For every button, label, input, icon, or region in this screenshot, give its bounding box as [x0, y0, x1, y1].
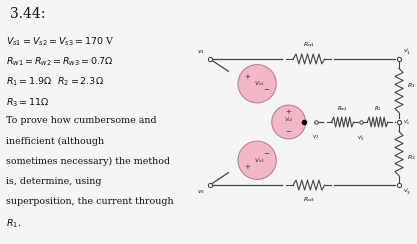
Text: +: + [245, 74, 251, 80]
Circle shape [272, 105, 306, 139]
Text: $v_1'$: $v_1'$ [404, 47, 412, 57]
Text: $R_1$: $R_1$ [407, 81, 416, 91]
Text: is, determine, using: is, determine, using [6, 177, 102, 186]
Text: inefficient (although: inefficient (although [6, 137, 104, 146]
Text: $v_2$: $v_2$ [312, 133, 319, 141]
Text: +: + [245, 164, 251, 170]
Text: 3.44:: 3.44: [10, 7, 45, 21]
Text: $R_{w2}$: $R_{w2}$ [337, 104, 348, 113]
Text: $V_{s1} = V_{s2} = V_{s3} = 170$ V: $V_{s1} = V_{s2} = V_{s3} = 170$ V [6, 35, 115, 48]
Text: $v_3'$: $v_3'$ [404, 187, 412, 197]
Text: $R_{w3}$: $R_{w3}$ [303, 195, 315, 204]
Text: $R_{w1}$: $R_{w1}$ [303, 40, 315, 49]
Text: $V_{s2}$: $V_{s2}$ [284, 115, 294, 124]
Text: superposition, the current through: superposition, the current through [6, 197, 174, 206]
Text: sometimes necessary) the method: sometimes necessary) the method [6, 157, 170, 166]
Text: −: − [286, 129, 291, 135]
Text: $v_2'$: $v_2'$ [357, 133, 364, 143]
Text: $V_{s3}$: $V_{s3}$ [254, 156, 265, 165]
Text: $V_{s1}$: $V_{s1}$ [254, 79, 265, 88]
Text: $R_3$: $R_3$ [407, 153, 416, 163]
Text: $R_{w1} = R_{w2} = R_{w3} = 0.7\Omega$: $R_{w1} = R_{w2} = R_{w3} = 0.7\Omega$ [6, 56, 114, 68]
Text: To prove how cumbersome and: To prove how cumbersome and [6, 116, 157, 125]
Text: $R_1$.: $R_1$. [6, 218, 21, 230]
Circle shape [238, 141, 276, 179]
Text: $R_1 = 1.9\Omega$  $R_2 = 2.3\Omega$: $R_1 = 1.9\Omega$ $R_2 = 2.3\Omega$ [6, 76, 104, 88]
Text: −: − [264, 151, 270, 157]
Text: −: − [264, 87, 270, 93]
Text: $v_c'$: $v_c'$ [404, 117, 411, 127]
Text: $v_3$: $v_3$ [197, 188, 205, 196]
Text: $R_2$: $R_2$ [374, 104, 382, 113]
Circle shape [238, 65, 276, 103]
Text: $R_3 = 11\Omega$: $R_3 = 11\Omega$ [6, 96, 50, 109]
Text: $v_1$: $v_1$ [197, 48, 205, 56]
Text: +: + [286, 109, 291, 115]
